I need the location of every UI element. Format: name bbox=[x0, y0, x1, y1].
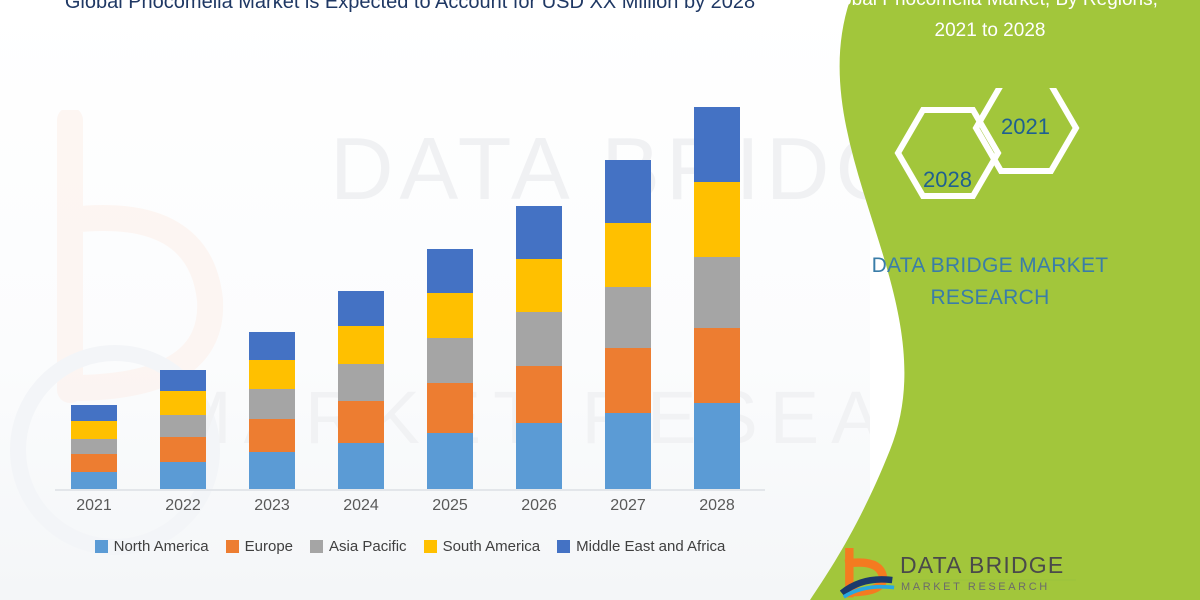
bar-2021[interactable] bbox=[71, 405, 117, 490]
x-axis-tick-2023: 2023 bbox=[254, 497, 290, 514]
bar-segment[interactable] bbox=[249, 452, 295, 490]
legend-label: Middle East and Africa bbox=[576, 538, 726, 555]
bar-segment[interactable] bbox=[694, 403, 740, 490]
bar-segment[interactable] bbox=[160, 414, 206, 437]
bar-segment[interactable] bbox=[71, 438, 117, 455]
bar-segment[interactable] bbox=[338, 290, 384, 327]
bar-segment[interactable] bbox=[516, 422, 562, 490]
brand-name: DATA BRIDGE MARKET RESEARCH bbox=[871, 254, 1109, 309]
hexagon-badges: 2028 2021 bbox=[780, 82, 1200, 218]
bar-segment[interactable] bbox=[694, 106, 740, 182]
bar-segment[interactable] bbox=[694, 328, 740, 404]
bar-segment[interactable] bbox=[160, 462, 206, 490]
legend-swatch-icon bbox=[94, 540, 108, 553]
logo-subtitle: MARKET RESEARCH bbox=[901, 581, 1050, 593]
bar-segment[interactable] bbox=[71, 420, 117, 439]
bar-2023[interactable] bbox=[249, 332, 295, 490]
bar-2024[interactable] bbox=[338, 290, 384, 490]
bar-segment[interactable] bbox=[338, 363, 384, 402]
bar-segment[interactable] bbox=[249, 332, 295, 360]
bar-segment[interactable] bbox=[605, 347, 651, 413]
legend-swatch-icon bbox=[423, 540, 437, 553]
bar-segment[interactable] bbox=[160, 391, 206, 415]
hexagon-label-end: 2028 bbox=[923, 167, 972, 192]
bar-segment[interactable] bbox=[71, 405, 117, 421]
legend-item[interactable]: North America bbox=[94, 538, 209, 555]
bar-segment[interactable] bbox=[427, 249, 473, 293]
chart-panel: DATA BRIDGE MARKET RESEARCH Global Phoco… bbox=[0, 0, 870, 600]
bar-segment[interactable] bbox=[516, 312, 562, 366]
x-axis-tick-2024: 2024 bbox=[343, 497, 379, 514]
bar-segment[interactable] bbox=[427, 432, 473, 490]
bar-2026[interactable] bbox=[516, 205, 562, 490]
bar-segment[interactable] bbox=[338, 442, 384, 490]
bar-2027[interactable] bbox=[605, 160, 651, 490]
legend-swatch-icon bbox=[557, 540, 571, 553]
bar-segment[interactable] bbox=[427, 337, 473, 384]
x-axis-tick-2027: 2027 bbox=[610, 497, 646, 514]
bar-segment[interactable] bbox=[249, 359, 295, 390]
bar-segment[interactable] bbox=[516, 365, 562, 423]
bar-segment[interactable] bbox=[516, 258, 562, 313]
bar-segment[interactable] bbox=[160, 436, 206, 463]
x-axis: 2021 2022 2023 2024 2025 2026 2027 2028 bbox=[55, 497, 775, 527]
legend-swatch-icon bbox=[225, 540, 239, 553]
bar-segment[interactable] bbox=[71, 472, 117, 490]
hexagon-label-start: 2021 bbox=[1001, 114, 1050, 139]
legend-label: North America bbox=[113, 538, 209, 555]
legend-label: Europe bbox=[244, 538, 294, 555]
bar-segment[interactable] bbox=[338, 401, 384, 443]
bar-segment[interactable] bbox=[249, 418, 295, 453]
company-logo: DATA BRIDGE MARKET RESEARCH bbox=[840, 548, 1140, 600]
legend-item[interactable]: Middle East and Africa bbox=[557, 538, 725, 555]
bar-segment[interactable] bbox=[338, 326, 384, 364]
bar-segment[interactable] bbox=[605, 160, 651, 224]
x-axis-tick-2021: 2021 bbox=[76, 497, 112, 514]
right-panel-title: Global Phocomelia Market, By Regions, 20… bbox=[822, 0, 1158, 41]
legend-item[interactable]: Asia Pacific bbox=[310, 538, 407, 555]
chart-title: Global Phocomelia Market is Expected to … bbox=[64, 0, 756, 13]
right-green-panel: Global Phocomelia Market, By Regions, 20… bbox=[780, 0, 1200, 600]
axis-baseline bbox=[55, 489, 765, 491]
bar-segment[interactable] bbox=[694, 181, 740, 257]
bar-segment[interactable] bbox=[71, 454, 117, 473]
logo-divider bbox=[901, 579, 1076, 581]
legend-label: Asia Pacific bbox=[329, 538, 407, 555]
x-axis-tick-2028: 2028 bbox=[699, 497, 735, 514]
green-curved-shape bbox=[810, 0, 1200, 600]
bar-segment[interactable] bbox=[160, 369, 206, 392]
bar-segment[interactable] bbox=[427, 383, 473, 433]
hexagon-end-icon bbox=[894, 107, 1002, 199]
bar-2022[interactable] bbox=[160, 369, 206, 490]
plot-area bbox=[55, 95, 775, 490]
bar-segment[interactable] bbox=[249, 389, 295, 419]
hexagon-icons bbox=[894, 82, 1080, 199]
bar-2028[interactable] bbox=[694, 106, 740, 490]
legend-label: South America bbox=[442, 538, 541, 555]
x-axis-tick-2025: 2025 bbox=[432, 497, 468, 514]
bar-segment[interactable] bbox=[605, 286, 651, 348]
bar-segment[interactable] bbox=[605, 412, 651, 490]
bar-2025[interactable] bbox=[427, 249, 473, 490]
bar-segment[interactable] bbox=[516, 205, 562, 259]
x-axis-tick-2026: 2026 bbox=[521, 497, 557, 514]
x-axis-tick-2022: 2022 bbox=[165, 497, 201, 514]
bar-segment[interactable] bbox=[605, 223, 651, 287]
legend-item[interactable]: South America bbox=[423, 538, 541, 555]
legend-item[interactable]: Europe bbox=[225, 538, 294, 555]
bridge-b-icon bbox=[840, 548, 895, 599]
legend-swatch-icon bbox=[310, 540, 324, 553]
bar-segment[interactable] bbox=[427, 292, 473, 338]
logo-title: DATA BRIDGE bbox=[900, 552, 1065, 578]
bar-segment[interactable] bbox=[694, 256, 740, 329]
chart-legend: North America Europe Asia Pacific South Ame… bbox=[0, 538, 820, 555]
